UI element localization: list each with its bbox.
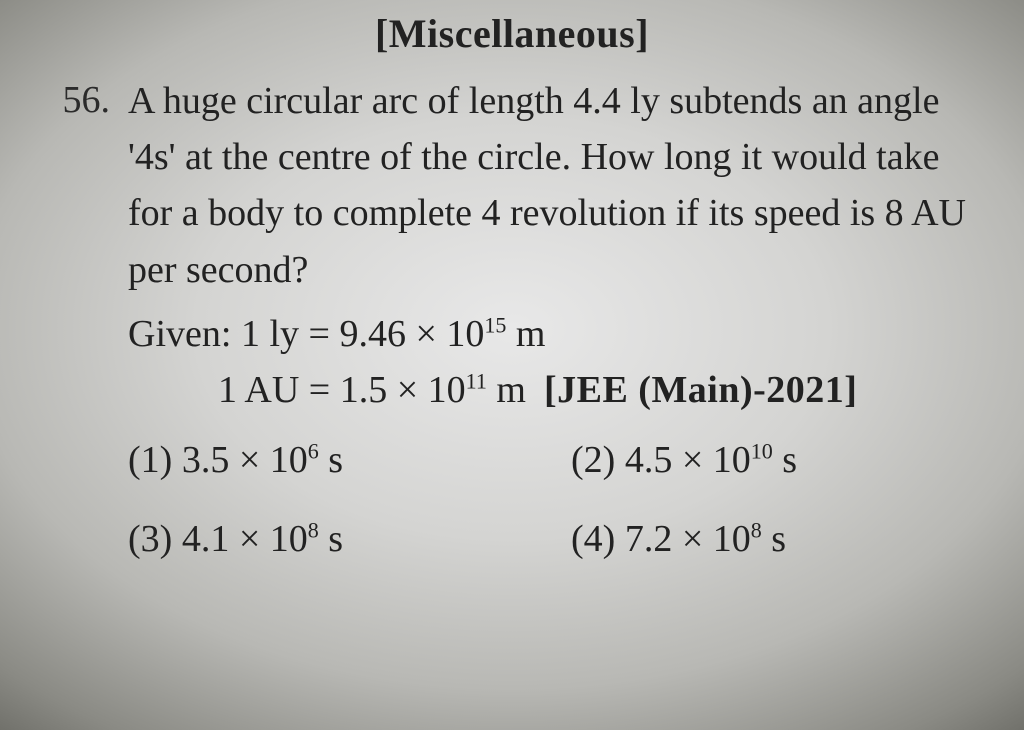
- au-base: 10: [428, 369, 466, 411]
- option-1: (1) 3.5 × 106 s: [128, 432, 531, 488]
- given-ly: 1 ly = 9.46 × 1015 m: [241, 313, 546, 355]
- au-unit: m: [496, 369, 526, 411]
- option-3-exp: 8: [308, 517, 319, 542]
- option-1-exp: 6: [308, 439, 319, 464]
- option-4-base: 10: [713, 518, 751, 560]
- options-grid: (1) 3.5 × 106 s (2) 4.5 × 1010 s (3) 4.1…: [128, 432, 974, 566]
- option-1-base: 10: [270, 439, 308, 481]
- option-3-unit: s: [328, 518, 343, 560]
- question-number: 56.: [50, 73, 110, 128]
- section-heading: [Miscellaneous]: [50, 10, 974, 57]
- option-3: (3) 4.1 × 108 s: [128, 511, 531, 567]
- question-body: A huge circular arc of length 4.4 ly sub…: [128, 73, 974, 567]
- au-exp: 11: [466, 369, 487, 394]
- option-1-coeff: 3.5 ×: [182, 439, 260, 481]
- option-2-base: 10: [713, 439, 751, 481]
- au-coeff: 1.5 ×: [340, 369, 418, 411]
- option-2-unit: s: [782, 439, 797, 481]
- ly-unit: m: [516, 313, 546, 355]
- ly-lhs: 1 ly =: [241, 313, 330, 355]
- question-block: 56. A huge circular arc of length 4.4 ly…: [50, 73, 974, 567]
- option-4-coeff: 7.2 ×: [625, 518, 703, 560]
- given-label: Given:: [128, 313, 231, 355]
- option-2-exp: 10: [751, 439, 773, 464]
- ly-exp: 15: [484, 312, 506, 337]
- option-3-base: 10: [270, 518, 308, 560]
- given-au: 1 AU = 1.5 × 1011 m: [218, 362, 526, 418]
- option-4-label: (4): [571, 518, 615, 560]
- option-1-label: (1): [128, 439, 172, 481]
- question-text: A huge circular arc of length 4.4 ly sub…: [128, 73, 974, 298]
- given-au-row: 1 AU = 1.5 × 1011 m [JEE (Main)-2021]: [218, 362, 974, 418]
- option-3-coeff: 4.1 ×: [182, 518, 260, 560]
- option-4-unit: s: [771, 518, 786, 560]
- option-2-label: (2): [571, 439, 615, 481]
- au-lhs: 1 AU =: [218, 369, 330, 411]
- option-2-coeff: 4.5 ×: [625, 439, 703, 481]
- option-4-exp: 8: [751, 517, 762, 542]
- textbook-page: [Miscellaneous] 56. A huge circular arc …: [0, 0, 1024, 730]
- option-3-label: (3): [128, 518, 172, 560]
- option-4: (4) 7.2 × 108 s: [571, 511, 974, 567]
- given-block: Given: 1 ly = 9.46 × 1015 m: [128, 306, 974, 362]
- ly-coeff: 9.46 ×: [339, 313, 436, 355]
- option-2: (2) 4.5 × 1010 s: [571, 432, 974, 488]
- ly-base: 10: [446, 313, 484, 355]
- option-1-unit: s: [328, 439, 343, 481]
- question-source: [JEE (Main)-2021]: [544, 362, 858, 418]
